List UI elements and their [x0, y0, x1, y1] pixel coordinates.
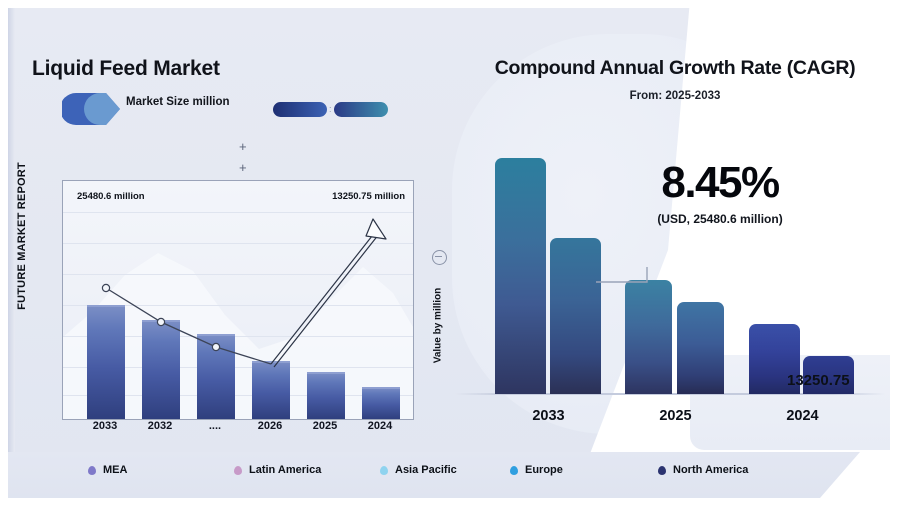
- gridline: [63, 336, 413, 337]
- start-value-label: 25480.6 million: [77, 191, 145, 202]
- cagr-value: 8.45%: [661, 158, 780, 207]
- legend-dot-icon: [380, 465, 388, 475]
- bar-2026: [252, 361, 290, 419]
- gridline: [63, 243, 413, 244]
- legend-dot-icon: [234, 465, 242, 475]
- left-chart-x-axis: 2033 2032 .... 2026 2025 2024: [62, 420, 412, 440]
- bar-2024: [362, 387, 400, 419]
- legend-dot-icon: [510, 465, 518, 475]
- plus-marker-icon: +: [239, 139, 247, 154]
- legend-item-asia-pacific[interactable]: Asia Pacific: [380, 464, 457, 476]
- gridline: [63, 305, 413, 306]
- cagr-bar-2024-secondary: [803, 356, 854, 394]
- trend-line-overlay: [101, 218, 387, 368]
- gridline: [63, 212, 413, 213]
- gridline: [63, 395, 413, 396]
- background-bottom-band: [8, 452, 892, 498]
- x-tick-4: 2025: [312, 420, 338, 432]
- legend-pill-separator: :: [329, 104, 332, 114]
- x-tick-5: 2024: [367, 420, 393, 432]
- left-chart-y-axis-title: FUTURE MARKET REPORT: [16, 162, 28, 310]
- cagr-bar-2033-primary: [495, 158, 546, 394]
- bar-2033: [87, 305, 125, 419]
- legend-label: Asia Pacific: [395, 464, 457, 476]
- gridline: [63, 367, 413, 368]
- end-value-label: 13250.75 million: [332, 191, 405, 202]
- cagr-bar-2025-primary: [625, 280, 672, 394]
- cagr-x-tick-2033: 2033: [532, 408, 565, 424]
- cagr-x-tick-2024: 2024: [786, 408, 819, 424]
- legend-label: MEA: [103, 464, 128, 476]
- cagr-bar-chart: 2033 2025 2024: [455, 140, 885, 430]
- x-tick-2: ....: [208, 420, 222, 432]
- gridline: [63, 274, 413, 275]
- x-tick-0: 2033: [92, 420, 118, 432]
- bar-2025: [307, 372, 345, 419]
- cagr-note: (USD, 25480.6 million): [657, 212, 783, 226]
- cagr-x-tick-2025: 2025: [659, 408, 692, 424]
- legend-item-latin-america[interactable]: Latin America: [234, 464, 321, 476]
- legend-item-europe[interactable]: Europe: [510, 464, 563, 476]
- legend-dot-icon: [658, 465, 666, 475]
- region-legend: MEA Latin America Asia Pacific Europe No…: [60, 464, 860, 486]
- left-chart-y-axis-title-right: Value by million: [432, 287, 444, 364]
- plus-marker-icon: +: [239, 160, 247, 175]
- background-left-edge: [8, 8, 15, 498]
- cagr-subtitle: From: 2025-2033: [629, 90, 721, 102]
- cagr-bar-2024-primary: [749, 324, 800, 394]
- cagr-title: Compound Annual Growth Rate (CAGR): [494, 57, 856, 79]
- legend-pill-primary: [273, 102, 327, 117]
- market-size-legend-label: Market Size million: [126, 96, 230, 108]
- baseline: [455, 393, 885, 395]
- minus-circle-icon: [432, 250, 447, 265]
- legend-dot-icon: [88, 465, 96, 475]
- left-bar-chart: 25480.6 million 13250.75 million: [62, 180, 414, 420]
- growth-arrow-icon: [270, 218, 387, 368]
- x-tick-3: 2026: [257, 420, 283, 432]
- legend-label: North America: [673, 464, 749, 476]
- legend-item-north-america[interactable]: North America: [658, 464, 748, 476]
- legend-item-mea[interactable]: MEA: [88, 464, 127, 476]
- x-tick-1: 2032: [147, 420, 173, 432]
- hexagon-badge-icon: [62, 93, 120, 125]
- cagr-bar-2033-secondary: [550, 238, 601, 394]
- legend-pill-secondary: [334, 102, 388, 117]
- cagr-bar-2025-secondary: [677, 302, 724, 394]
- legend-label: Latin America: [249, 464, 322, 476]
- bracket-icon: [596, 267, 648, 283]
- legend-label: Europe: [525, 464, 563, 476]
- bar-2032: [142, 320, 180, 419]
- cagr-data-label: 13250.75: [787, 372, 850, 389]
- page-title: Liquid Feed Market: [32, 57, 220, 80]
